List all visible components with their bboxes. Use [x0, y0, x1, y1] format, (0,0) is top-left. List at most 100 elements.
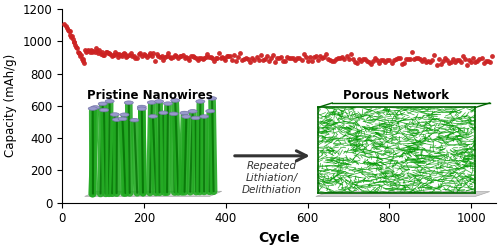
Ellipse shape: [148, 115, 158, 118]
Point: [312, 54, 320, 58]
Point: [190, 55, 198, 59]
Point: [292, 58, 300, 62]
Point: [228, 58, 236, 62]
Point: [212, 56, 220, 60]
Point: [106, 52, 114, 56]
Point: [400, 61, 408, 64]
Point: [404, 57, 412, 61]
Point: [267, 56, 275, 60]
Point: [455, 58, 463, 62]
Point: [70, 40, 78, 44]
Point: [76, 54, 84, 58]
Point: [459, 54, 467, 58]
Point: [176, 54, 184, 58]
Point: [279, 59, 287, 63]
Point: [68, 34, 76, 38]
Point: [310, 55, 318, 59]
Point: [352, 61, 360, 65]
Point: [186, 58, 194, 62]
Point: [140, 52, 147, 56]
Point: [166, 55, 174, 59]
Point: [367, 62, 375, 66]
Point: [361, 57, 369, 61]
Ellipse shape: [148, 101, 156, 104]
Point: [357, 59, 365, 63]
Point: [258, 58, 266, 62]
Point: [73, 46, 81, 50]
Point: [172, 54, 180, 58]
Point: [410, 57, 418, 61]
Point: [340, 57, 348, 61]
Point: [182, 56, 190, 60]
Point: [451, 60, 459, 64]
Ellipse shape: [98, 102, 107, 106]
Point: [375, 61, 383, 65]
Point: [125, 53, 133, 57]
Point: [382, 61, 390, 64]
Point: [392, 57, 400, 61]
Point: [338, 55, 346, 59]
Point: [306, 55, 314, 59]
Ellipse shape: [124, 101, 134, 104]
Ellipse shape: [91, 106, 100, 109]
Ellipse shape: [154, 100, 164, 103]
Point: [262, 54, 270, 58]
Point: [152, 53, 160, 57]
Point: [442, 58, 450, 62]
Point: [434, 57, 442, 61]
Point: [336, 56, 344, 60]
Point: [146, 51, 154, 55]
Point: [159, 58, 167, 62]
Point: [390, 58, 398, 62]
Ellipse shape: [208, 97, 216, 100]
Point: [230, 53, 238, 57]
Point: [326, 58, 334, 62]
Point: [195, 56, 203, 60]
Point: [240, 57, 248, 61]
Ellipse shape: [130, 118, 139, 122]
Point: [192, 56, 200, 60]
Point: [148, 54, 156, 58]
Point: [342, 54, 350, 58]
Point: [328, 59, 336, 63]
Point: [316, 55, 324, 59]
Point: [436, 62, 444, 66]
Point: [482, 59, 490, 63]
Point: [250, 59, 258, 62]
Point: [197, 56, 205, 60]
Point: [80, 61, 88, 65]
Point: [302, 56, 310, 60]
Point: [76, 51, 84, 55]
Point: [100, 53, 108, 57]
Point: [275, 56, 283, 60]
Point: [105, 51, 113, 55]
Point: [438, 60, 446, 63]
Point: [109, 53, 117, 57]
Point: [300, 52, 308, 56]
Point: [294, 56, 302, 60]
Ellipse shape: [200, 115, 208, 118]
Point: [318, 56, 326, 60]
Point: [332, 57, 340, 61]
Ellipse shape: [196, 100, 205, 103]
Point: [161, 55, 169, 59]
Point: [463, 63, 471, 67]
Point: [476, 57, 484, 61]
Point: [386, 58, 394, 62]
Point: [288, 56, 296, 60]
Point: [77, 54, 85, 58]
Point: [304, 59, 312, 63]
Point: [298, 58, 306, 62]
Point: [260, 57, 268, 61]
Point: [205, 55, 213, 59]
Point: [143, 55, 151, 59]
Point: [373, 58, 381, 62]
Point: [348, 57, 356, 61]
Point: [74, 50, 82, 54]
Point: [424, 59, 432, 63]
Point: [103, 50, 111, 54]
Point: [88, 50, 96, 54]
Point: [236, 51, 244, 55]
Point: [254, 58, 262, 62]
Point: [108, 54, 116, 58]
